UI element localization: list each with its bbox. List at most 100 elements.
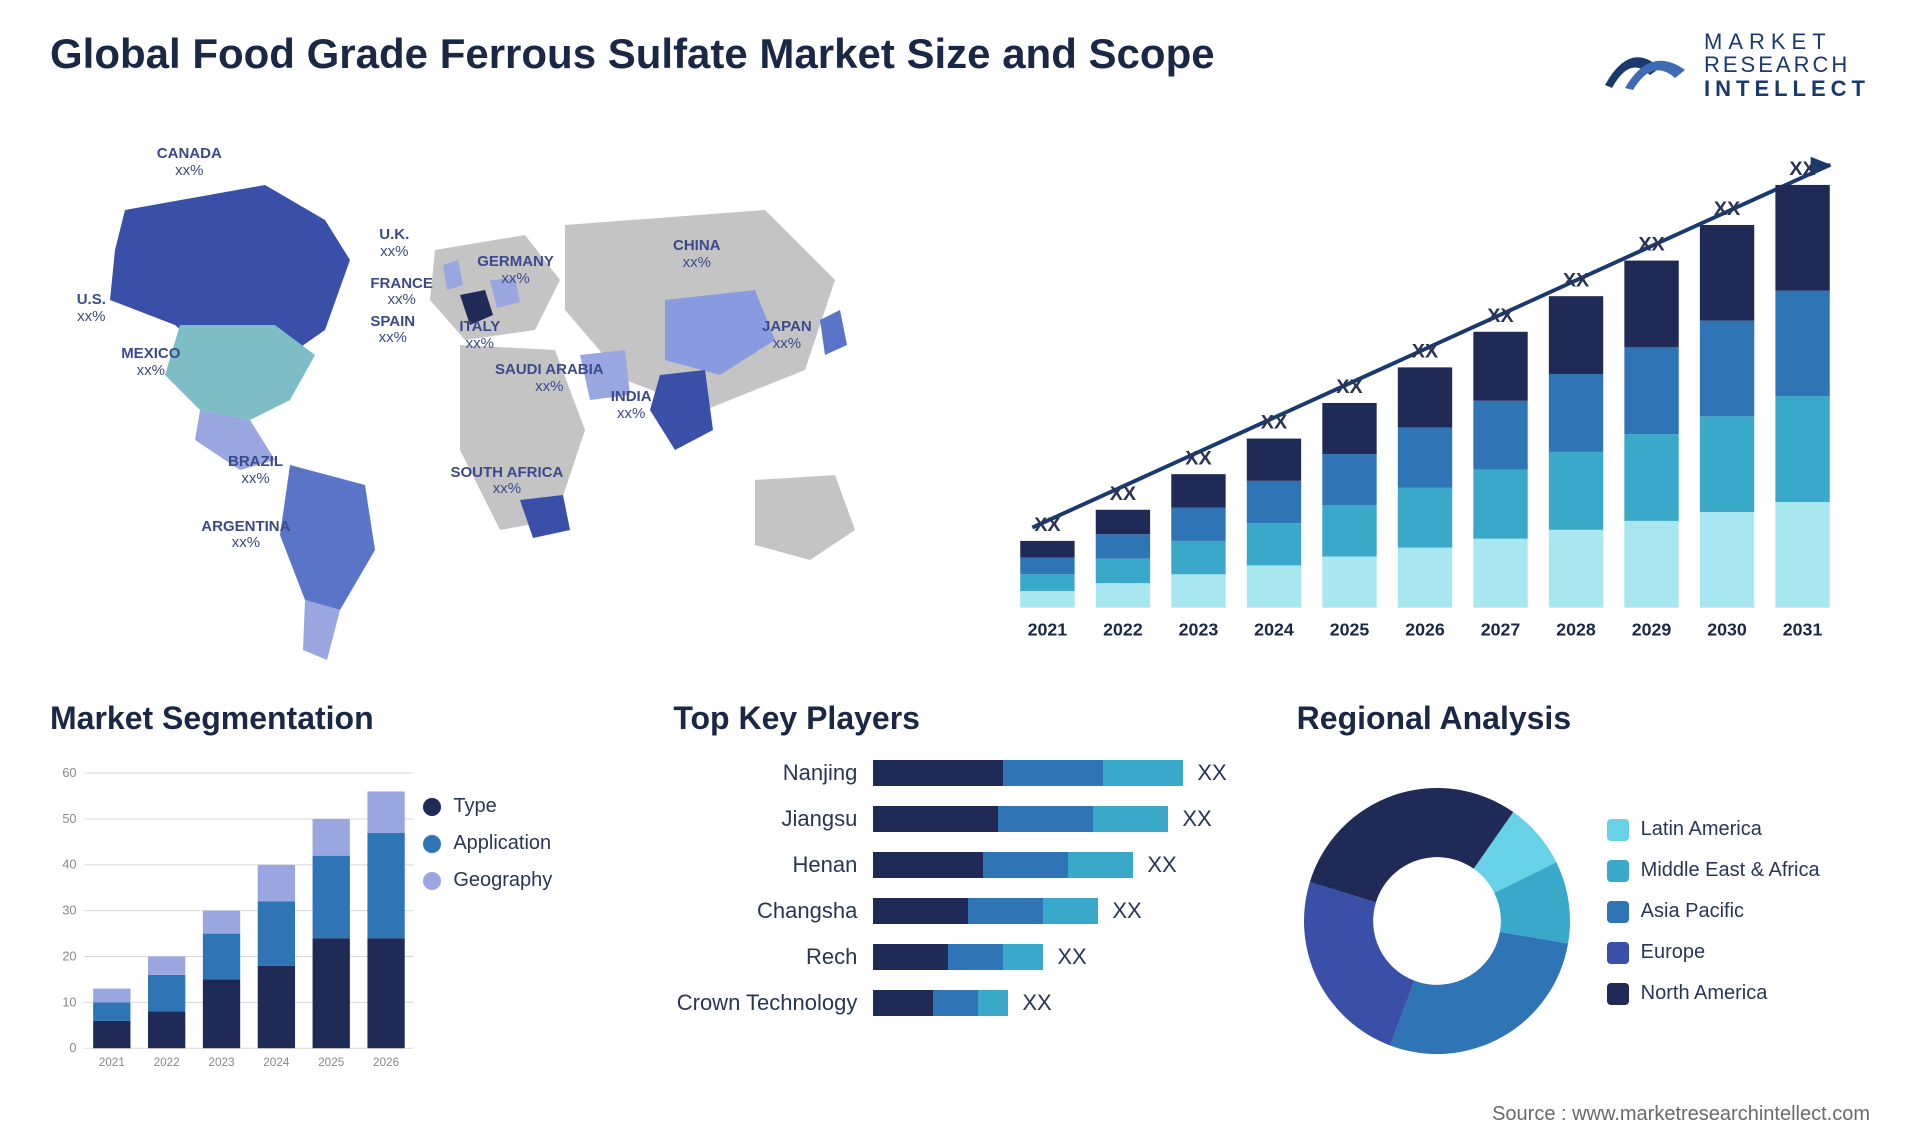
keyplayer-bar-seg	[873, 898, 968, 924]
legend-swatch-icon	[1607, 983, 1629, 1005]
seg-ytick: 0	[69, 1040, 76, 1055]
keyplayer-row: NanjingXX	[673, 755, 1246, 791]
growth-bar-seg	[1171, 508, 1225, 541]
seg-bar-seg	[148, 975, 185, 1012]
map-label-germany: GERMANYxx%	[477, 254, 554, 287]
map-label-france: FRANCExx%	[370, 276, 433, 309]
keyplayer-label: Nanjing	[673, 760, 873, 786]
legend-swatch-icon	[1607, 819, 1629, 841]
donut-slice	[1390, 931, 1568, 1053]
growth-year-label: 2027	[1481, 619, 1521, 639]
legend-label: Geography	[453, 869, 552, 892]
growth-bar-seg	[1775, 396, 1829, 502]
seg-year-label: 2025	[318, 1056, 345, 1069]
legend-swatch-icon	[1607, 942, 1629, 964]
regional-legend: Latin America Middle East & Africa Asia Pa…	[1577, 818, 1870, 1023]
keyplayer-bar-seg	[1068, 852, 1133, 878]
map-label-southafrica: SOUTH AFRICAxx%	[451, 465, 564, 498]
donut-slice	[1309, 788, 1512, 902]
seg-bar-seg	[148, 957, 185, 975]
seg-bar-seg	[258, 865, 295, 902]
growth-year-label: 2023	[1179, 619, 1219, 639]
keyplayer-row: Crown TechnologyXX	[673, 985, 1246, 1021]
growth-bar-value: XX	[1638, 234, 1665, 256]
keyplayer-row: HenanXX	[673, 847, 1246, 883]
legend-label: Asia Pacific	[1641, 900, 1744, 923]
legend-label: Europe	[1641, 941, 1706, 964]
map-label-canada: CANADAxx%	[157, 146, 222, 179]
map-label-argentina: ARGENTINAxx%	[201, 519, 290, 552]
map-region-us	[165, 325, 315, 420]
keyplayer-bar-seg	[983, 852, 1068, 878]
growth-year-label: 2022	[1103, 619, 1143, 639]
legend-swatch-icon	[423, 872, 441, 890]
growth-bar-seg	[1247, 565, 1301, 607]
growth-bar-seg	[1398, 488, 1452, 548]
keyplayer-value: XX	[1182, 806, 1211, 832]
regional-legend-item: North America	[1607, 982, 1870, 1005]
growth-bar-seg	[1398, 548, 1452, 608]
segmentation-svg: 0102030405060202120222023202420252026	[50, 755, 423, 1086]
seg-bar-seg	[367, 833, 404, 938]
legend-label: Middle East & Africa	[1641, 859, 1820, 882]
top-row: CANADAxx%U.S.xx%MEXICOxx%BRAZILxx%ARGENT…	[50, 130, 1870, 670]
logo: MARKET RESEARCH INTELLECT	[1600, 30, 1870, 100]
map-region-saf	[520, 495, 570, 538]
legend-swatch-icon	[1607, 860, 1629, 882]
logo-text: MARKET RESEARCH INTELLECT	[1704, 30, 1870, 99]
growth-bar-seg	[1020, 541, 1074, 558]
growth-bar-seg	[1473, 401, 1527, 470]
seg-bar-seg	[258, 902, 295, 966]
legend-label: Type	[453, 795, 496, 818]
growth-year-label: 2029	[1632, 619, 1672, 639]
growth-year-label: 2030	[1707, 619, 1747, 639]
keyplayer-bar	[873, 990, 1008, 1016]
growth-bar-seg	[1775, 185, 1829, 291]
regional-title: Regional Analysis	[1297, 700, 1870, 737]
growth-bar-seg	[1624, 261, 1678, 348]
map-region-aus	[755, 475, 855, 560]
segmentation-panel: Market Segmentation 01020304050602021202…	[50, 700, 623, 1086]
keyplayer-value: XX	[1112, 898, 1141, 924]
growth-year-label: 2031	[1783, 619, 1823, 639]
keyplayer-bar-seg	[978, 990, 1008, 1016]
growth-bar-seg	[1020, 591, 1074, 608]
seg-bar-seg	[258, 966, 295, 1049]
growth-bar-seg	[1247, 523, 1301, 565]
growth-bar-seg	[1549, 452, 1603, 530]
regional-legend-item: Latin America	[1607, 818, 1870, 841]
seg-legend-item: Type	[423, 795, 623, 818]
bottom-row: Market Segmentation 01020304050602021202…	[50, 700, 1870, 1086]
keyplayer-bar	[873, 944, 1043, 970]
growth-bar-value: XX	[1563, 269, 1590, 291]
keyplayer-value: XX	[1147, 852, 1176, 878]
growth-bar-seg	[1775, 291, 1829, 397]
growth-bar-seg	[1020, 558, 1074, 575]
map-region-japan	[820, 310, 847, 355]
world-map-panel: CANADAxx%U.S.xx%MEXICOxx%BRAZILxx%ARGENT…	[50, 130, 940, 670]
map-label-spain: SPAINxx%	[370, 314, 415, 347]
keyplayer-bar-seg	[1043, 898, 1098, 924]
regional-legend-item: Europe	[1607, 941, 1870, 964]
growth-bar-seg	[1549, 374, 1603, 452]
growth-bar-value: XX	[1487, 305, 1514, 327]
growth-bar-seg	[1473, 539, 1527, 608]
seg-bar-seg	[93, 989, 130, 1003]
keyplayers-title: Top Key Players	[673, 700, 1246, 737]
seg-ytick: 10	[62, 994, 76, 1009]
growth-bar-seg	[1322, 454, 1376, 505]
world-map	[50, 130, 940, 670]
regional-legend-item: Middle East & Africa	[1607, 859, 1870, 882]
regional-panel: Regional Analysis Latin America Middle Ea…	[1297, 700, 1870, 1086]
growth-bar-seg	[1322, 556, 1376, 607]
seg-bar-seg	[93, 1021, 130, 1049]
seg-bar-seg	[203, 934, 240, 980]
growth-bar-value: XX	[1034, 514, 1061, 536]
legend-swatch-icon	[423, 798, 441, 816]
map-label-italy: ITALYxx%	[459, 319, 500, 352]
logo-line1: MARKET	[1704, 30, 1870, 53]
map-label-japan: JAPANxx%	[762, 319, 812, 352]
growth-chart: XX2021XX2022XX2023XX2024XX2025XX2026XX20…	[980, 130, 1870, 670]
seg-bar-seg	[203, 911, 240, 934]
seg-year-label: 2021	[99, 1056, 125, 1069]
